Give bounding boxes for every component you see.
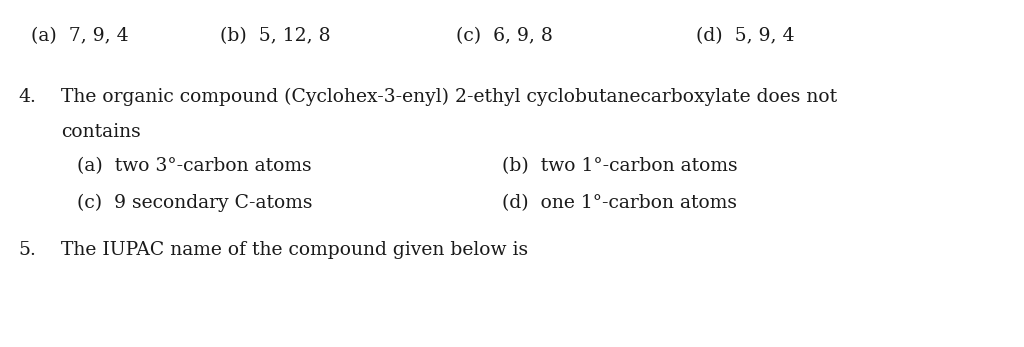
Text: (b)  5, 12, 8: (b) 5, 12, 8 [220, 27, 331, 45]
Text: (c)  9 secondary C-atoms: (c) 9 secondary C-atoms [77, 194, 312, 212]
Text: (b)  two 1°-carbon atoms: (b) two 1°-carbon atoms [502, 158, 737, 176]
Text: The IUPAC name of the compound given below is: The IUPAC name of the compound given bel… [61, 241, 528, 259]
Text: (a)  two 3°-carbon atoms: (a) two 3°-carbon atoms [77, 158, 311, 176]
Text: contains: contains [61, 123, 141, 141]
Text: 5.: 5. [18, 241, 36, 259]
Text: (d)  5, 9, 4: (d) 5, 9, 4 [696, 27, 795, 45]
Text: 4.: 4. [18, 88, 36, 106]
Text: (d)  one 1°-carbon atoms: (d) one 1°-carbon atoms [502, 194, 736, 212]
Text: (c)  6, 9, 8: (c) 6, 9, 8 [456, 27, 553, 45]
Text: The organic compound (Cyclohex-3-enyl) 2-ethyl cyclobutanecarboxylate does not: The organic compound (Cyclohex-3-enyl) 2… [61, 88, 838, 106]
Text: (a)  7, 9, 4: (a) 7, 9, 4 [31, 27, 128, 45]
